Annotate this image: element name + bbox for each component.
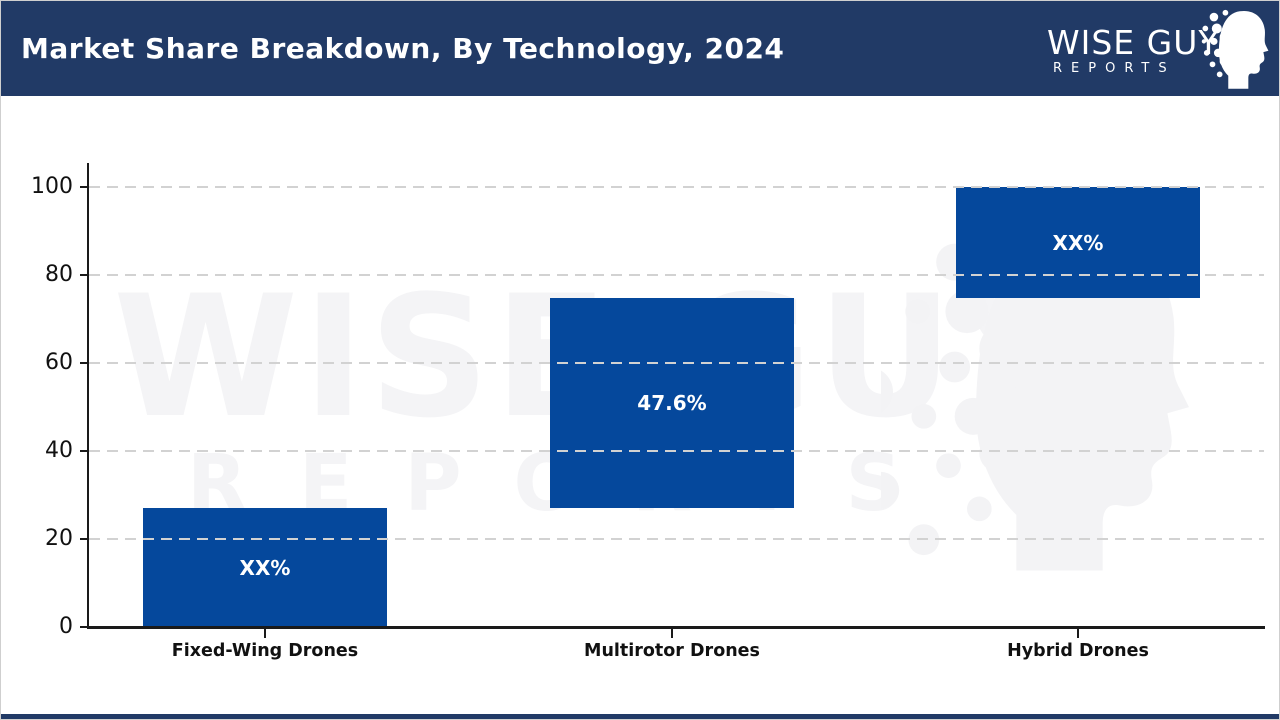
logo-wordmark: WISE GUY (1047, 23, 1220, 62)
gridline-100 (89, 186, 1264, 188)
bar-value-label: 47.6% (637, 391, 707, 415)
header-band: Market Share Breakdown, By Technology, 2… (1, 1, 1279, 96)
bar-hybrid-drones: XX% (956, 187, 1200, 298)
chart-title: Market Share Breakdown, By Technology, 2… (21, 32, 785, 65)
category-label-fixed-wing: Fixed-Wing Drones (171, 641, 359, 661)
y-tick-mark (80, 362, 88, 364)
category-label-hybrid: Hybrid Drones (1007, 641, 1149, 661)
category-label-multirotor: Multirotor Drones (584, 641, 760, 661)
x-tick-mark (671, 629, 673, 638)
gridline-60 (89, 362, 1264, 364)
bar-value-label: XX% (239, 555, 291, 580)
y-tick-mark (80, 538, 88, 540)
y-tick-mark (80, 186, 88, 188)
y-tick-label: 40 (45, 438, 73, 463)
gridline-80 (89, 274, 1264, 276)
logo-head-icon (1201, 9, 1269, 89)
y-tick-label: 20 (45, 526, 73, 551)
x-tick-mark (264, 629, 266, 638)
logo-subtext: REPORTS (1053, 61, 1176, 76)
bar-fixed-wing-drones: XX% (143, 508, 387, 627)
x-axis-line (87, 626, 1265, 629)
bar-multirotor-drones: 47.6% (550, 298, 794, 508)
y-tick-mark (80, 450, 88, 452)
bar-value-label: XX% (1052, 230, 1104, 255)
y-tick-mark (80, 274, 88, 276)
gridline-20 (89, 538, 1264, 540)
wiseguy-logo: WISE GUY REPORTS (1017, 1, 1269, 96)
y-tick-mark (80, 626, 88, 628)
gridline-40 (89, 450, 1264, 452)
x-tick-mark (1077, 629, 1079, 638)
y-tick-label: 60 (45, 350, 73, 375)
footer-band (1, 714, 1279, 719)
y-tick-label: 0 (59, 614, 73, 639)
y-axis-line (87, 163, 89, 628)
y-tick-label: 100 (31, 174, 73, 199)
y-tick-label: 80 (45, 262, 73, 287)
